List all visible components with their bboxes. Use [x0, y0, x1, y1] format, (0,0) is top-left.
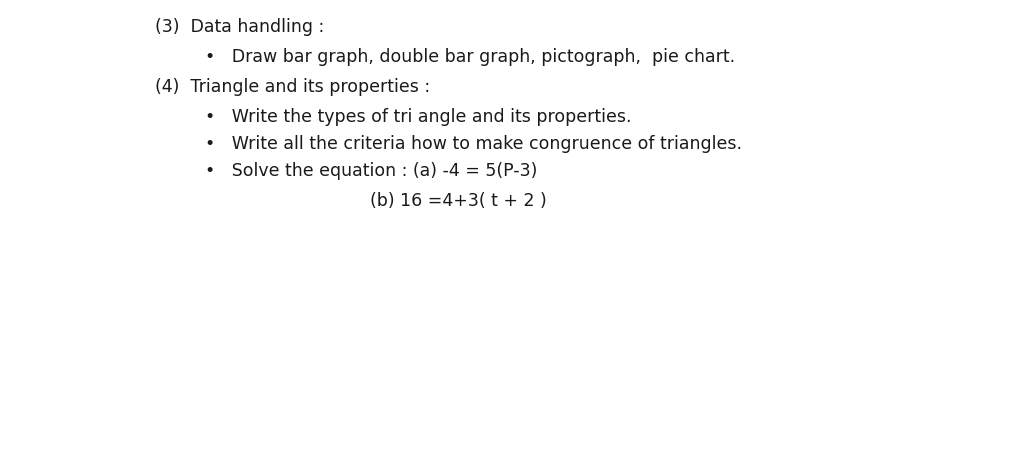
- Text: •   Write all the criteria how to make congruence of triangles.: • Write all the criteria how to make con…: [205, 135, 742, 153]
- Text: (4)  Triangle and its properties :: (4) Triangle and its properties :: [155, 78, 430, 96]
- Text: (3)  Data handling :: (3) Data handling :: [155, 18, 325, 36]
- Text: (b) 16 =4+3( t + 2 ): (b) 16 =4+3( t + 2 ): [370, 192, 547, 210]
- Text: •   Write the types of tri angle and its properties.: • Write the types of tri angle and its p…: [205, 108, 632, 126]
- Text: •   Solve the equation : (a) -4 = 5(P-3): • Solve the equation : (a) -4 = 5(P-3): [205, 162, 538, 180]
- Text: •   Draw bar graph, double bar graph, pictograph,  pie chart.: • Draw bar graph, double bar graph, pict…: [205, 48, 735, 66]
